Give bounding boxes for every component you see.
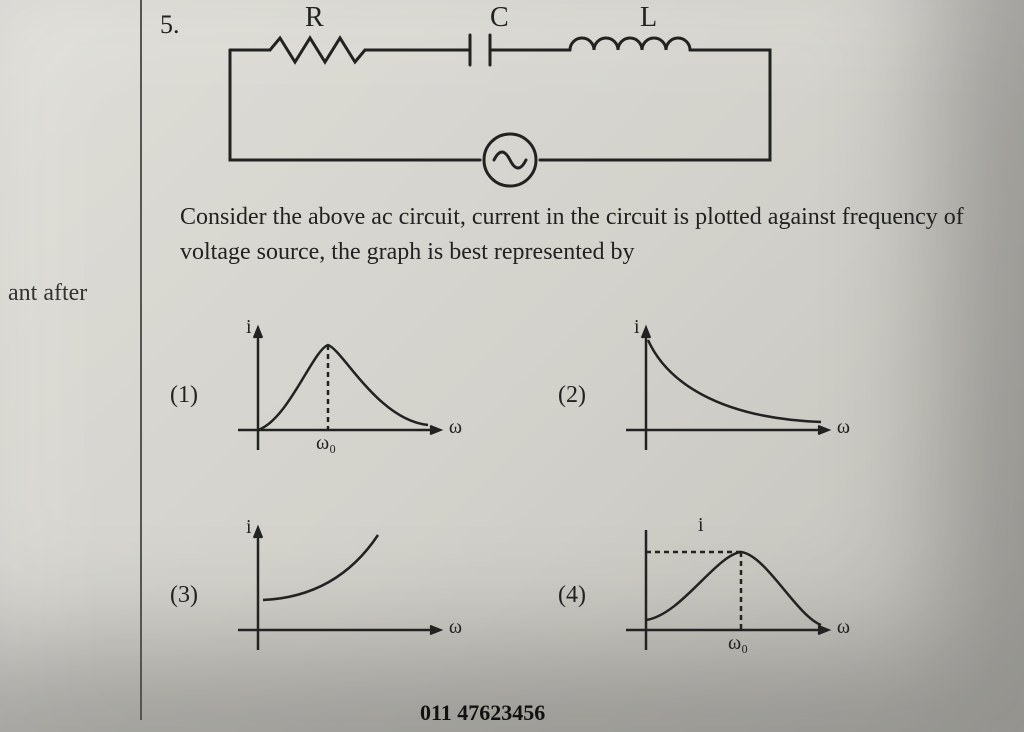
option-1: (1) i ω ω₀: [170, 320, 458, 470]
x-axis-label: ω: [449, 416, 462, 439]
y-axis-label: i: [246, 516, 252, 539]
question-text: Consider the above ac circuit, current i…: [180, 200, 1000, 270]
option-3-graph: i ω: [218, 520, 458, 670]
options-row-2: (3) i ω (4) i: [170, 520, 846, 670]
column-divider: [140, 0, 142, 720]
page: ant after 5. R C L: [0, 0, 1024, 732]
x-tick-label: ω₀: [316, 432, 336, 455]
x-axis-label: ω: [837, 416, 850, 439]
option-2: (2) i ω: [558, 320, 846, 470]
option-1-number: (1): [170, 382, 210, 409]
rlc-circuit-diagram: R C L: [200, 10, 820, 190]
option-4-graph: i ω ω₀: [606, 520, 846, 670]
y-axis-label: i: [246, 316, 252, 339]
sidebar-text-fragment: ant after: [8, 280, 87, 307]
options-row-1: (1) i ω ω₀: [170, 320, 846, 470]
capacitor-label: C: [490, 2, 509, 34]
option-4: (4) i ω ω₀: [558, 520, 846, 670]
option-4-number: (4): [558, 582, 598, 609]
option-3-number: (3): [170, 582, 210, 609]
y-axis-label: i: [698, 514, 704, 537]
x-tick-label: ω₀: [728, 632, 748, 655]
y-axis-label: i: [634, 316, 640, 339]
inductor-label: L: [640, 2, 657, 34]
phone-number-fragment: 011 47623456: [420, 700, 545, 726]
option-2-number: (2): [558, 382, 598, 409]
x-axis-label: ω: [449, 616, 462, 639]
option-2-graph: i ω: [606, 320, 846, 470]
resistor-label: R: [305, 2, 324, 34]
question-number: 5.: [160, 10, 180, 40]
option-1-graph: i ω ω₀: [218, 320, 458, 470]
x-axis-label: ω: [837, 616, 850, 639]
option-3: (3) i ω: [170, 520, 458, 670]
